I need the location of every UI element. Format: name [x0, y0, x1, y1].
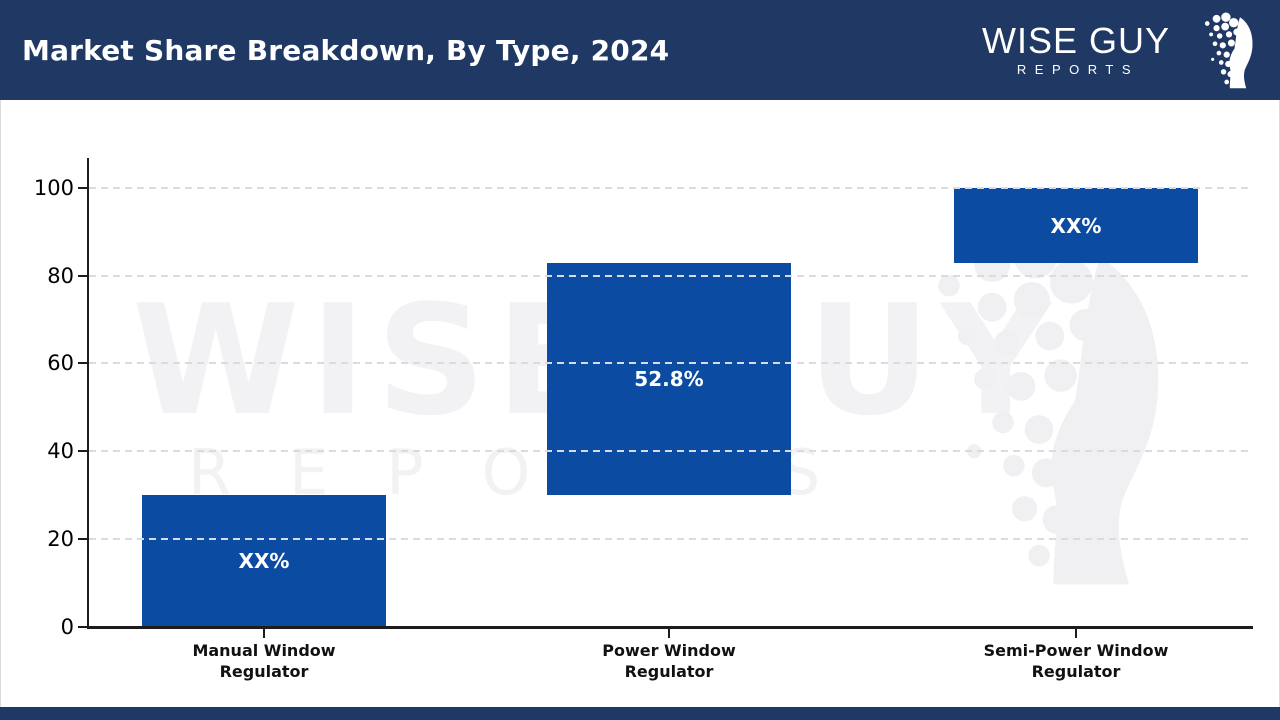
x-tick [263, 629, 265, 638]
x-axis-line [87, 626, 1253, 629]
bar-segment [954, 187, 1198, 264]
gridline [89, 538, 1252, 541]
category-label: Power Window Regulator [602, 641, 736, 682]
y-tick [78, 538, 87, 541]
wise-guy-reports-logo: WISE GUY REPORTS [982, 7, 1254, 93]
category-label: Semi-Power Window Regulator [983, 641, 1169, 682]
y-axis-tick-label: 80 [47, 263, 74, 288]
y-axis-tick-label: 60 [47, 351, 74, 376]
y-tick [78, 450, 87, 453]
y-axis-tick-label: 20 [47, 527, 74, 552]
watermark-dotted-head-icon [938, 235, 1159, 585]
bar-segment [142, 495, 386, 627]
y-tick [78, 186, 87, 189]
y-tick [78, 626, 87, 628]
gridline [89, 450, 1252, 453]
category-label: Manual Window Regulator [192, 641, 336, 682]
bar-value-label: XX% [238, 549, 290, 574]
gridline [89, 362, 1252, 365]
y-axis-tick-label: 100 [33, 175, 74, 200]
bar-segment [547, 263, 791, 496]
gridline [89, 274, 1252, 277]
gridline [89, 186, 1252, 189]
page-title: Market Share Breakdown, By Type, 2024 [22, 33, 670, 67]
y-tick [78, 362, 87, 365]
y-axis-tick-label: 40 [47, 439, 74, 464]
dotted-head-logo-icon [1204, 12, 1253, 89]
x-tick [668, 629, 670, 638]
y-tick [78, 274, 87, 277]
y-axis-tick-label: 0 [60, 615, 74, 639]
footer-bar [0, 707, 1280, 720]
header: Market Share Breakdown, By Type, 2024 WI… [0, 0, 1280, 100]
logo-wordmark: WISE GUY [981, 20, 1170, 61]
bar-value-label: 52.8% [634, 367, 704, 392]
y-axis-line [87, 158, 89, 628]
bar-value-label: XX% [1050, 213, 1102, 238]
logo-subtitle: REPORTS [1016, 62, 1140, 77]
logo-text: WISE GUY REPORTS [981, 20, 1170, 78]
x-tick [1075, 629, 1077, 638]
